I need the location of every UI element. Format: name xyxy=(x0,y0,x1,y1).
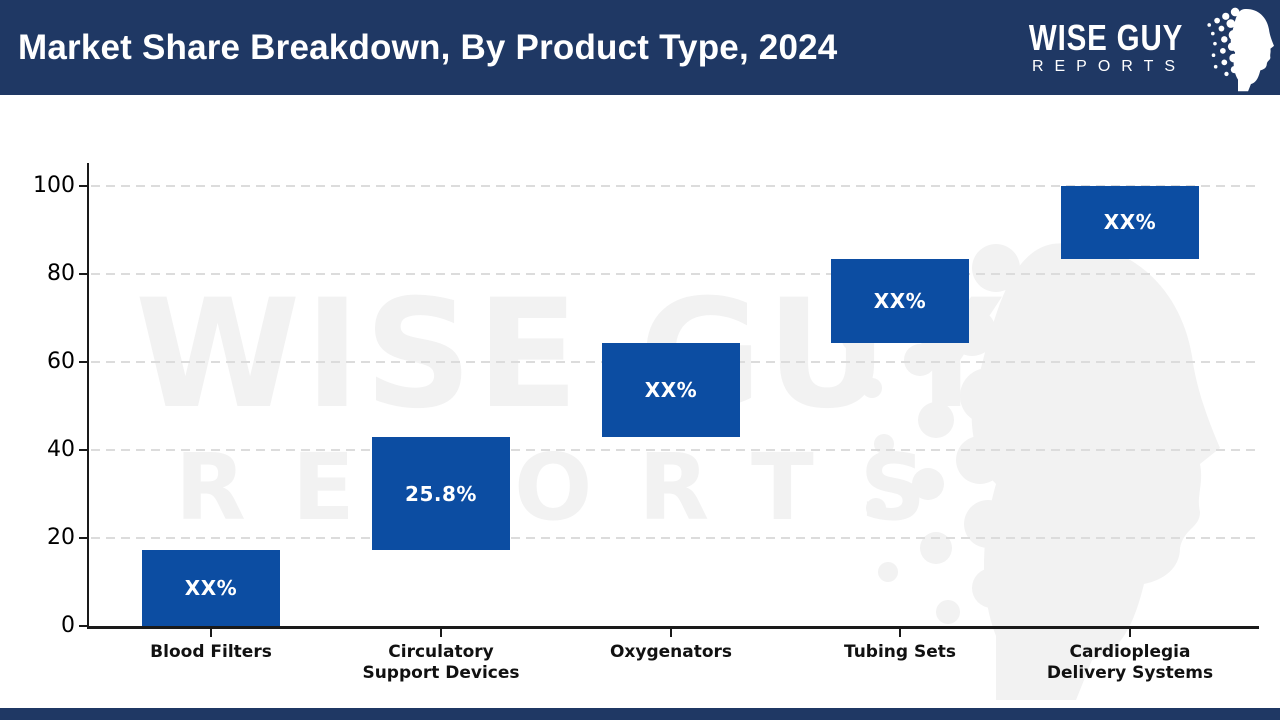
category-label-line: Cardioplegia xyxy=(1069,642,1191,662)
x-tick-mark xyxy=(670,629,672,637)
category-label-line: Oxygenators xyxy=(609,642,733,662)
bar: XX% xyxy=(142,550,280,626)
logo-text: WISE GUY REPORTS xyxy=(1012,16,1200,76)
watermark-head-icon xyxy=(842,243,1220,700)
x-tick-mark xyxy=(1129,629,1131,637)
bar-value-label: 25.8% xyxy=(405,481,477,506)
gridline xyxy=(91,185,1259,187)
gridline xyxy=(91,537,1259,539)
y-tick-mark xyxy=(79,625,87,627)
x-tick-mark xyxy=(440,629,442,637)
bar-value-label: XX% xyxy=(1103,210,1157,235)
category-label: Circulatory Support Devices xyxy=(321,642,561,684)
gridline xyxy=(91,449,1259,451)
category-label-line: Blood Filters xyxy=(150,642,272,662)
y-tick-label: 0 xyxy=(61,613,75,638)
logo: WISE GUY REPORTS xyxy=(1012,4,1274,92)
y-tick-label: 20 xyxy=(47,525,75,550)
category-label-line: Tubing Sets xyxy=(843,642,957,662)
bar: XX% xyxy=(831,258,969,343)
logo-head-icon xyxy=(1207,7,1274,91)
bar-value-label: XX% xyxy=(644,377,698,402)
y-tick-label: 40 xyxy=(47,437,75,462)
bar: XX% xyxy=(602,342,740,437)
header: Market Share Breakdown, By Product Type,… xyxy=(0,0,1280,95)
bar: 25.8% xyxy=(372,436,510,551)
logo-subtitle: REPORTS xyxy=(1031,57,1187,75)
y-tick-label: 80 xyxy=(47,261,75,286)
category-label: Tubing Sets xyxy=(780,642,1020,663)
bar-value-label: XX% xyxy=(873,288,927,313)
y-tick-mark xyxy=(79,361,87,363)
footer-bar xyxy=(0,708,1280,720)
logo-wordmark: WISE GUY xyxy=(1028,16,1184,58)
y-tick-mark xyxy=(79,185,87,187)
y-tick-mark xyxy=(79,273,87,275)
bar-value-label: XX% xyxy=(184,576,238,601)
category-label: Oxygenators xyxy=(551,642,791,663)
gridline xyxy=(91,273,1259,275)
category-label-line: Circulatory xyxy=(388,642,494,662)
page-title: Market Share Breakdown, By Product Type,… xyxy=(18,27,838,67)
bar: XX% xyxy=(1061,186,1199,259)
y-tick-label: 60 xyxy=(47,349,75,374)
x-tick-mark xyxy=(210,629,212,637)
y-tick-mark xyxy=(79,449,87,451)
x-axis-line xyxy=(87,626,1259,629)
y-axis-line xyxy=(87,163,89,629)
category-label: Blood Filters xyxy=(91,642,331,663)
x-tick-mark xyxy=(899,629,901,637)
watermark-text-secondary: REPORTS xyxy=(175,434,973,541)
category-label-line: Delivery Systems xyxy=(1046,663,1214,683)
category-label-line: Support Devices xyxy=(362,663,520,683)
y-tick-mark xyxy=(79,537,87,539)
category-label: Cardioplegia Delivery Systems xyxy=(1010,642,1250,684)
y-tick-label: 100 xyxy=(33,173,75,198)
